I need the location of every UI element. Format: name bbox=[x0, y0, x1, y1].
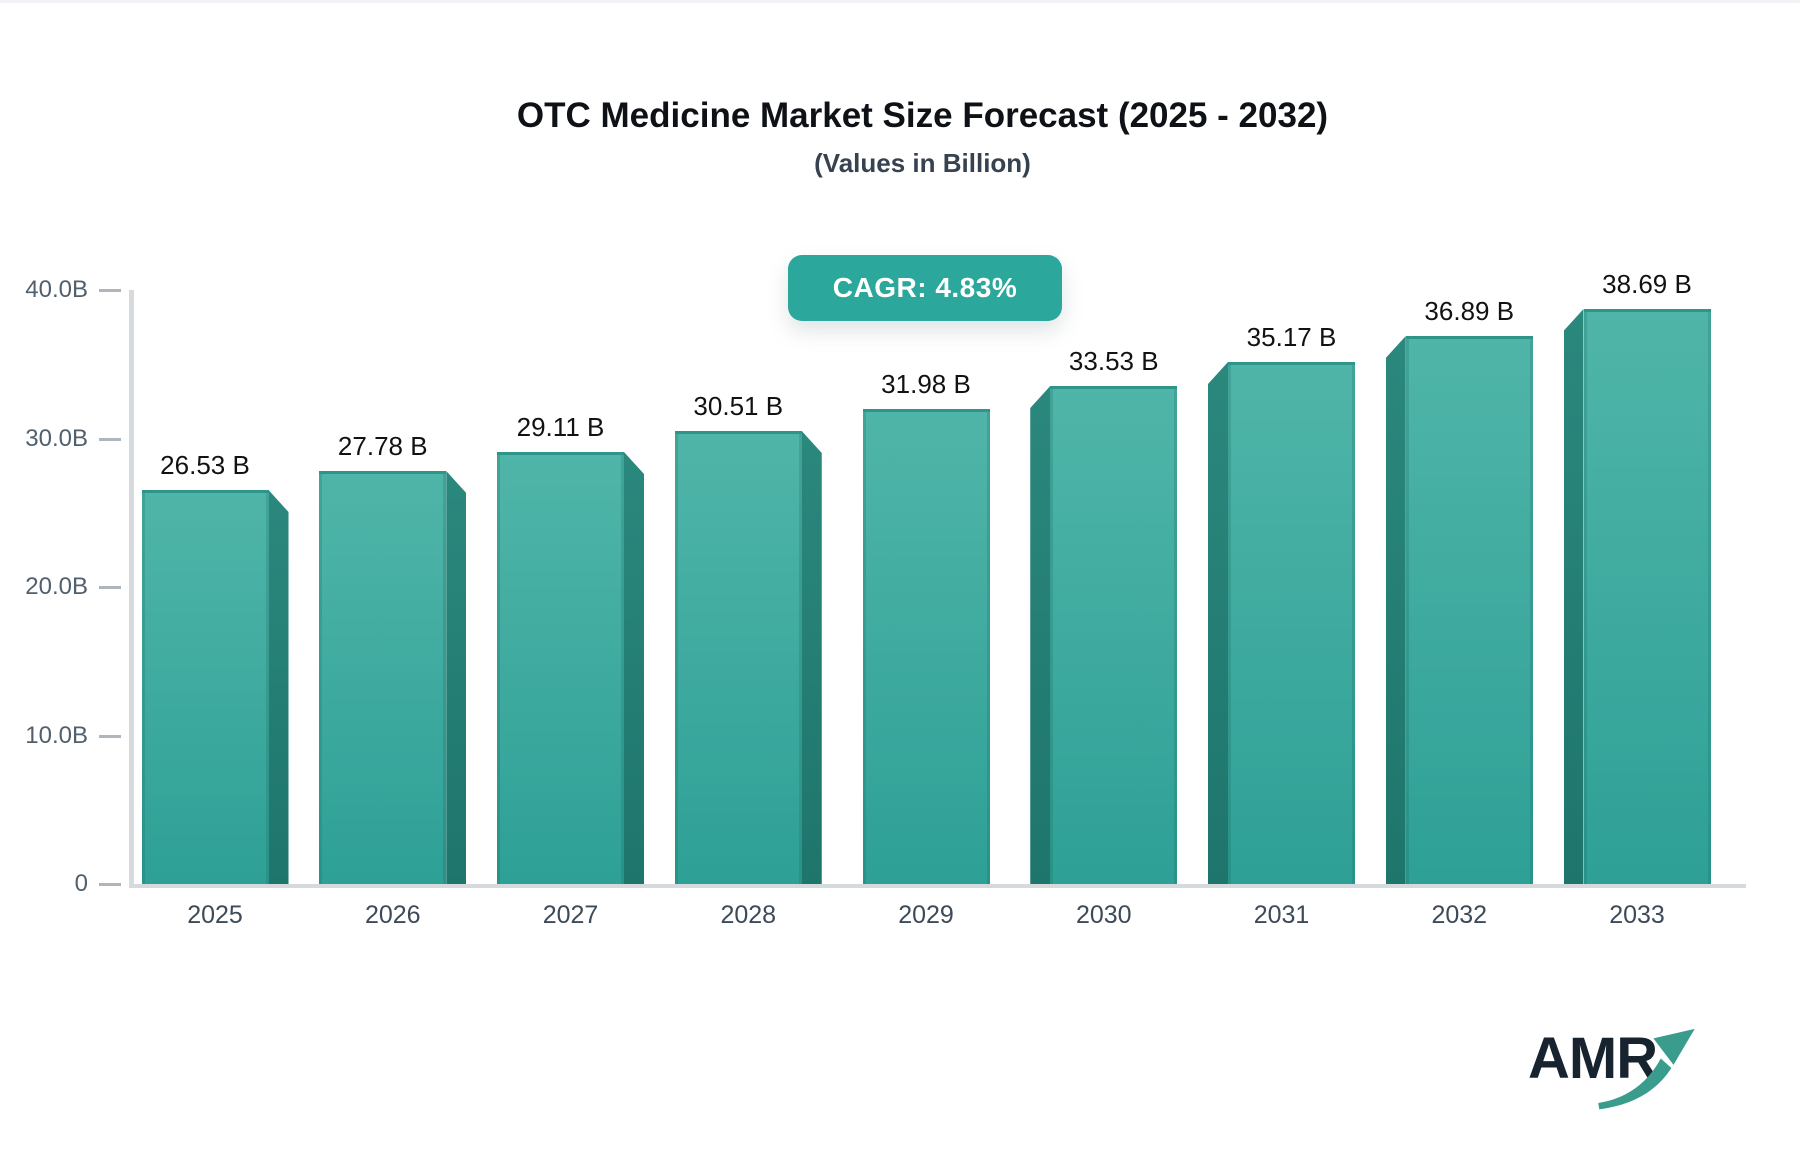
bar-2028 bbox=[674, 431, 802, 884]
bar-2033 bbox=[1583, 309, 1711, 884]
bar-2029 bbox=[862, 409, 990, 884]
bar-side-face-2028 bbox=[801, 431, 822, 884]
y-axis-tick bbox=[99, 883, 121, 886]
x-axis-label-2031: 2031 bbox=[1253, 901, 1310, 929]
y-axis-tick bbox=[99, 438, 121, 441]
bar-value-label-2028: 30.51 B bbox=[693, 391, 784, 421]
bar-value-label-2031: 35.17 B bbox=[1246, 322, 1337, 352]
bar-2027 bbox=[497, 452, 624, 884]
y-axis-line bbox=[129, 290, 134, 888]
y-axis-label: 30.0B bbox=[25, 425, 88, 452]
x-axis-label-2030: 2030 bbox=[1075, 901, 1132, 929]
y-axis-tick bbox=[99, 289, 121, 292]
x-axis-label-2032: 2032 bbox=[1431, 901, 1488, 929]
amr-logo: AMR bbox=[1528, 1026, 1728, 1120]
bar-2032 bbox=[1405, 336, 1533, 884]
bar-value-label-2025: 26.53 B bbox=[160, 450, 250, 480]
cagr-badge-label: CAGR: 4.83% bbox=[832, 272, 1018, 303]
bar-side-face-2025 bbox=[268, 490, 289, 884]
bar-value-label-2033: 38.69 B bbox=[1602, 269, 1692, 299]
chart-title: OTC Medicine Market Size Forecast (2025 … bbox=[516, 96, 1329, 135]
chart-subtitle: (Values in Billion) bbox=[814, 148, 1031, 178]
x-axis-label-2033: 2033 bbox=[1609, 901, 1665, 929]
bar-side-face-2027 bbox=[624, 452, 644, 884]
bar-value-label-2026: 27.78 B bbox=[337, 431, 428, 461]
bar-side-face-2033 bbox=[1563, 309, 1584, 884]
x-axis-label-2026: 2026 bbox=[364, 901, 421, 929]
y-axis-label: 20.0B bbox=[25, 573, 88, 600]
x-axis-label-2027: 2027 bbox=[542, 901, 599, 929]
bar-value-label-2027: 29.11 B bbox=[516, 412, 605, 442]
y-axis-label: 10.0B bbox=[25, 722, 88, 749]
x-axis-label-2029: 2029 bbox=[898, 901, 954, 929]
growth-arrow-icon bbox=[1598, 1028, 1695, 1110]
y-axis-tick bbox=[99, 735, 121, 738]
x-axis-line bbox=[129, 884, 1746, 888]
bar-value-label-2032: 36.89 B bbox=[1424, 296, 1515, 326]
bar-side-face-2030 bbox=[1030, 386, 1051, 884]
y-axis-tick bbox=[99, 586, 121, 589]
y-axis-label: 40.0B bbox=[25, 276, 88, 303]
bar-2030 bbox=[1050, 386, 1178, 884]
bar-value-label-2030: 33.53 B bbox=[1068, 346, 1159, 376]
top-border bbox=[0, 0, 1800, 3]
amr-logo-text: AMR bbox=[1528, 1026, 1658, 1091]
cagr-badge: CAGR: 4.83% bbox=[788, 255, 1062, 321]
x-axis-label-2028: 2028 bbox=[720, 901, 777, 929]
bar-side-face-2031 bbox=[1208, 362, 1228, 884]
y-axis-label: 0 bbox=[74, 870, 88, 897]
bar-side-face-2032 bbox=[1385, 336, 1406, 884]
bar-2025 bbox=[141, 490, 269, 884]
bar-value-label-2029: 31.98 B bbox=[881, 369, 971, 399]
chart-header: OTC Medicine Market Size Forecast (2025 … bbox=[45, 96, 1800, 178]
bar-2026 bbox=[319, 471, 447, 884]
x-axis-label-2025: 2025 bbox=[187, 901, 243, 929]
bar-side-face-2026 bbox=[446, 471, 467, 884]
bar-2031 bbox=[1228, 362, 1355, 884]
